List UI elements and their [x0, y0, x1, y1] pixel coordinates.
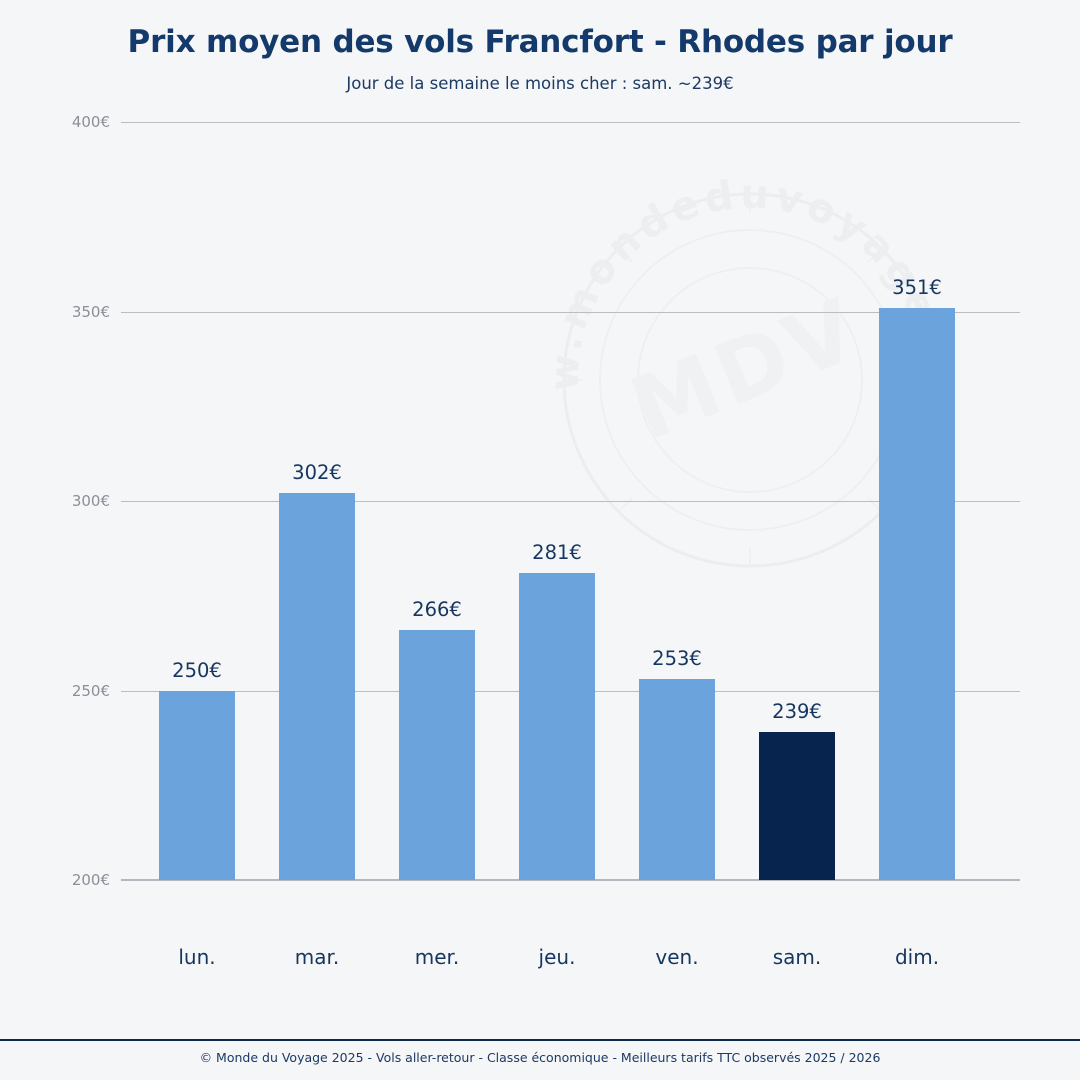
- bar-dim[interactable]: [879, 307, 955, 880]
- bar-mar[interactable]: [279, 493, 355, 880]
- y-tick-label: 400€: [71, 113, 110, 131]
- plot-area: 250€ 302€ 266€ 281€ 253€ 239€ 351€: [121, 122, 1020, 881]
- x-axis-baseline: [121, 879, 1020, 881]
- footer-divider: [0, 1039, 1080, 1041]
- chart-subtitle: Jour de la semaine le moins cher : sam. …: [346, 74, 734, 93]
- x-tick-label: dim.: [894, 945, 940, 969]
- y-tick-label: 200€: [71, 871, 110, 889]
- y-tick-label: 250€: [71, 681, 110, 700]
- y-axis: 200€ 250€ 300€ 350€ 400€: [0, 113, 110, 889]
- bar-jeu[interactable]: [519, 573, 595, 880]
- bar-value-label: 281€: [532, 541, 582, 564]
- bar-sam[interactable]: [759, 732, 835, 880]
- x-tick-label: mar.: [294, 945, 340, 969]
- y-tick-label: 300€: [71, 492, 110, 510]
- bar-value-label: 239€: [772, 700, 822, 724]
- chart-title: Prix moyen des vols Francfort - Rhodes p…: [127, 24, 953, 60]
- x-tick-label: jeu.: [538, 945, 576, 969]
- bar-ven[interactable]: [639, 679, 715, 880]
- bar-mer[interactable]: [399, 629, 475, 880]
- bar-lun[interactable]: [159, 690, 235, 880]
- x-tick-label: sam.: [772, 945, 822, 969]
- bar-value-label: 302€: [292, 461, 342, 485]
- y-tick-label: 350€: [71, 302, 110, 321]
- x-tick-label: ven.: [655, 945, 699, 969]
- x-tick-label: lun.: [178, 945, 216, 969]
- bar-value-label: 250€: [172, 658, 222, 682]
- gridline: [121, 501, 1020, 502]
- footer-text: © Monde du Voyage 2025 - Vols aller-reto…: [199, 1050, 881, 1065]
- x-tick-label: mer.: [414, 945, 460, 969]
- gridline: [121, 311, 1020, 313]
- bar-value-label: 266€: [412, 597, 462, 621]
- bar-value-label: 253€: [652, 647, 702, 671]
- gridline: [121, 122, 1020, 123]
- bar-value-label: 351€: [892, 275, 942, 299]
